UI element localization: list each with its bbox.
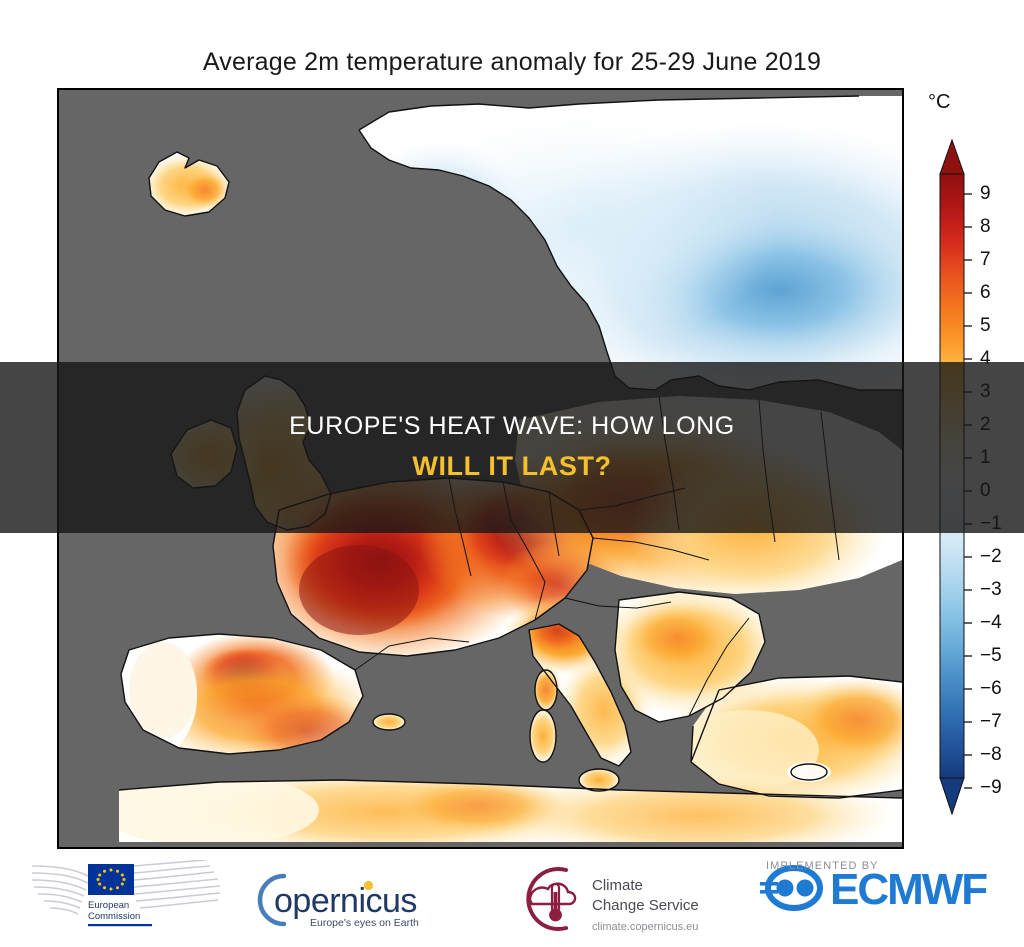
- colorbar-tick-m8: −8: [980, 744, 1002, 765]
- c3s-arc-icon: [526, 867, 568, 931]
- colorbar-tick-m2: −2: [980, 546, 1002, 567]
- cloud-icon: [528, 882, 577, 906]
- copernicus-tagline: Europe's eyes on Earth: [310, 917, 419, 929]
- copernicus-logo: opernicus Europe's eyes on Earth: [257, 873, 419, 929]
- c3s-url: climate.copernicus.eu: [592, 921, 698, 933]
- ecmwf-wordmark: ECMWF: [830, 865, 987, 914]
- copernicus-dot-icon: [363, 880, 374, 891]
- c3s-label-line1: Climate: [592, 877, 643, 894]
- ec-label-line2: Commission: [88, 911, 140, 922]
- colorbar-tick-7: 7: [980, 249, 991, 270]
- ec-swoosh-left: [31, 865, 89, 915]
- headline-line-2: WILL IT LAST?: [412, 451, 612, 482]
- colorbar-tick-m3: −3: [980, 579, 1002, 600]
- european-commission-logo: European Commission: [31, 860, 221, 927]
- colorbar-tick-m7: −7: [980, 711, 1002, 732]
- copernicus-wordmark: opernicus: [274, 882, 417, 920]
- ecmwf-logo: ECMWF: [760, 865, 989, 914]
- colorbar-tick-m4: −4: [980, 612, 1002, 633]
- colorbar-tick-m9: −9: [980, 777, 1002, 798]
- colorbar-tick-4: 4: [980, 348, 991, 369]
- colorbar-tick-5: 5: [980, 315, 991, 336]
- colorbar-min-arrow: [939, 777, 965, 816]
- colorbar-tick-8: 8: [980, 216, 991, 237]
- ec-label-line1: European: [88, 900, 129, 911]
- thermometer-icon: [549, 882, 562, 922]
- implemented-by-label: IMPLEMENTED BY: [766, 860, 879, 872]
- ec-underline: [88, 924, 152, 927]
- c3s-label-line2: Change Service: [592, 897, 699, 914]
- copernicus-arc-icon: [257, 873, 287, 927]
- eu-stars: [96, 868, 126, 891]
- colorbar-tick-6: 6: [980, 282, 991, 303]
- colorbar-tick-9: 9: [980, 183, 991, 204]
- colorbar-unit-label: °C: [928, 91, 951, 113]
- headline-overlay: EUROPE'S HEAT WAVE: HOW LONG WILL IT LAS…: [0, 362, 1024, 533]
- headline-line-1: EUROPE'S HEAT WAVE: HOW LONG: [289, 412, 735, 440]
- colorbar-tick-m6: −6: [980, 678, 1002, 699]
- climate-change-service-logo: Climate Change Service climate.copernicu…: [526, 867, 699, 933]
- page-title: Average 2m temperature anomaly for 25-29…: [202, 48, 822, 76]
- ec-swoosh-right: [133, 860, 221, 909]
- ecmwf-mark-icon: [760, 865, 824, 911]
- colorbar-tick-m5: −5: [980, 645, 1002, 666]
- colorbar-max-arrow: [939, 138, 965, 175]
- footer-logo-bar: European Commission opernicus Europe's e…: [0, 852, 1024, 947]
